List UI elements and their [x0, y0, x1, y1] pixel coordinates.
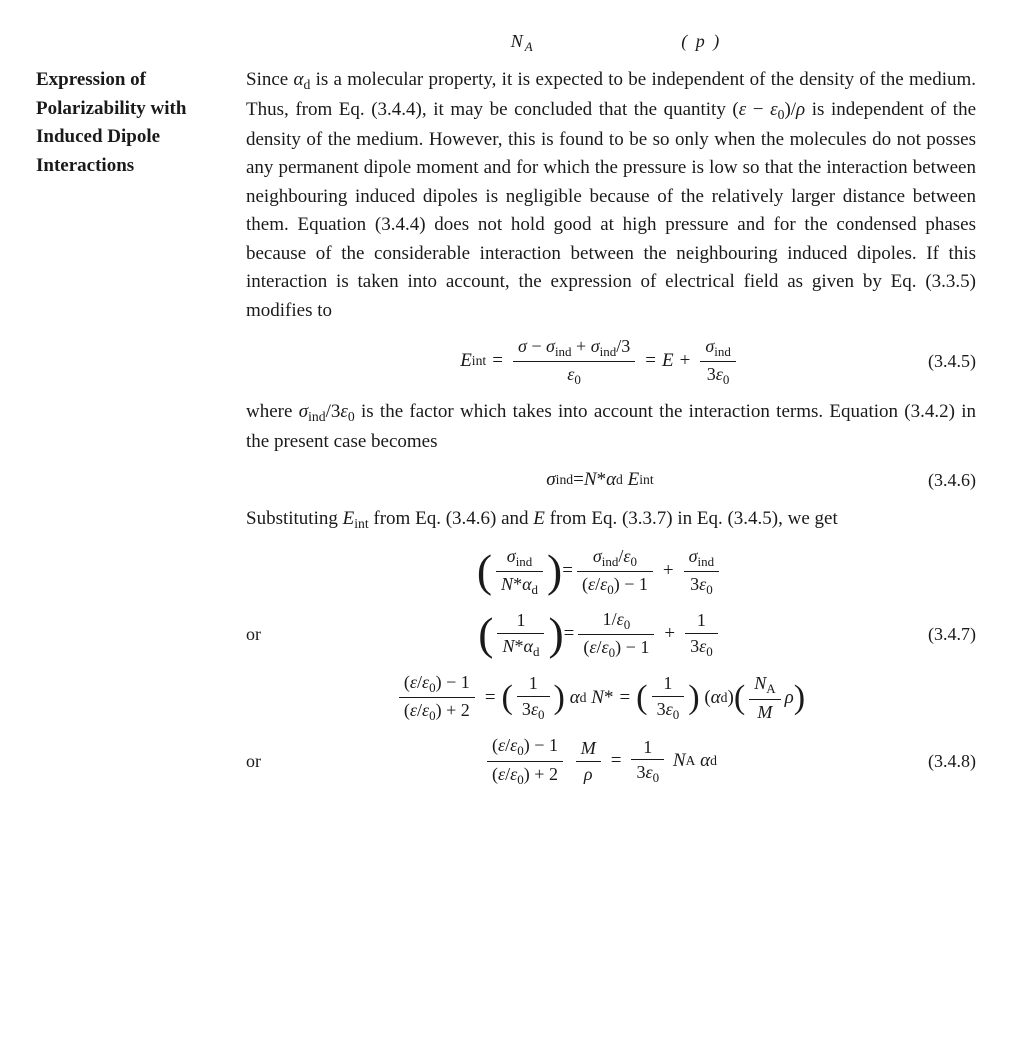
eq348-rhs1: 1 3ε0 — [631, 736, 664, 787]
deriv3-f1: 1 3ε0 — [517, 672, 550, 723]
eq346-d: d — [616, 470, 623, 491]
equation-3-4-8: or (ε/ε0) − 1 (ε/ε0) + 2 M ρ = 1 3ε0 NA … — [246, 734, 976, 787]
p1-rho: ρ — [796, 99, 805, 120]
eq347-body: ( 1 N*αd ) = 1/ε0 (ε/ε0) − 1 + 1 3ε0 — [294, 608, 906, 661]
paragraph-1: Since αd is a molecular property, it is … — [246, 66, 976, 325]
eq348-eq: = — [611, 747, 622, 776]
eq347-lhs: 1 N*αd — [497, 609, 544, 660]
frag-na: N — [511, 31, 525, 51]
p3-c: from Eq. (3.3.7) in Eq. (3.4.5), we get — [545, 508, 838, 529]
p1-eps2: ε — [770, 99, 778, 120]
eq347-number: (3.4.7) — [906, 621, 976, 648]
eq346-number: (3.4.6) — [906, 467, 976, 494]
p1-d: is independent of the density of the med… — [246, 99, 976, 321]
p2-sigma: σ — [299, 401, 308, 422]
eq347-plus: + — [664, 620, 675, 649]
content-row: Expression of Polarizability with Induce… — [36, 66, 976, 797]
eq346-eq: = — [573, 466, 584, 495]
deriv3-body: (ε/ε0) − 1 (ε/ε0) + 2 = ( 1 3ε0 ) αd N* … — [294, 671, 906, 724]
eq345-number: (3.4.5) — [906, 348, 976, 375]
eq346-alpha: α — [606, 466, 616, 495]
equation-3-4-6: σind = N*αd Eint (3.4.6) — [246, 466, 976, 495]
p1-minus: − — [746, 99, 770, 120]
eq348-number: (3.4.8) — [906, 748, 976, 775]
p2-c: is the factor which takes into account t… — [246, 401, 976, 452]
p2-a: where — [246, 401, 299, 422]
equation-deriv-3: (ε/ε0) − 1 (ε/ε0) + 2 = ( 1 3ε0 ) αd N* … — [246, 671, 976, 724]
page-top-fragment: NA ( p ) — [256, 28, 976, 56]
eq346-ind: ind — [556, 470, 573, 491]
p1-a: Since — [246, 69, 294, 90]
main-column: Since αd is a molecular property, it is … — [246, 66, 976, 797]
eq345-frac2: σind 3ε0 — [700, 335, 736, 388]
p2-ind: ind — [308, 409, 325, 424]
deriv3-eq1: = — [485, 684, 496, 713]
deriv1-rhs1: σind/ε0 (ε/ε0) − 1 — [577, 545, 653, 598]
deriv1-rhs2: σind 3ε0 — [684, 545, 720, 598]
eq346-E: E — [628, 466, 640, 495]
p3-int: int — [354, 516, 368, 531]
deriv3-f3: NA M — [749, 672, 780, 723]
or-label-2: or — [246, 748, 294, 775]
eq346-int: int — [639, 470, 653, 491]
eq345-E2: E — [662, 347, 674, 376]
eq347-rhs1: 1/ε0 (ε/ε0) − 1 — [578, 608, 654, 661]
eq346-sigma: σ — [546, 466, 555, 495]
equation-deriv-1: ( σind N*αd ) = σind/ε0 (ε/ε0) − 1 + σin… — [246, 545, 976, 598]
eq345-body: Eint = σ − σind + σind/3 ε0 = E + σind 3… — [294, 335, 906, 388]
paragraph-3: Substituting Eint from Eq. (3.4.6) and E… — [246, 505, 976, 535]
deriv1-eq: = — [562, 557, 573, 586]
p3-b: from Eq. (3.4.6) and — [369, 508, 534, 529]
equation-3-4-7: or ( 1 N*αd ) = 1/ε0 (ε/ε0) − 1 + 1 3ε0 — [246, 608, 976, 661]
eq345-E: E — [460, 347, 472, 376]
eq345-plus: + — [680, 347, 691, 376]
eq348-body: (ε/ε0) − 1 (ε/ε0) + 2 M ρ = 1 3ε0 NA αd — [294, 734, 906, 787]
p2-eps: ε — [340, 401, 348, 422]
eq347-eq: = — [564, 620, 575, 649]
eq347-rhs2: 1 3ε0 — [685, 609, 718, 660]
eq346-body: σind = N*αd Eint — [294, 466, 906, 495]
eq345-eq1: = — [492, 347, 503, 376]
p1-c: )/ — [784, 99, 796, 120]
p3-a: Substituting — [246, 508, 343, 529]
p2-zero: 0 — [348, 409, 355, 424]
p2-b: /3 — [326, 401, 341, 422]
eq346-star: * — [597, 466, 607, 495]
eq346-N: N — [584, 466, 597, 495]
deriv3-f2: 1 3ε0 — [652, 672, 685, 723]
deriv1-lhs: σind N*αd — [496, 545, 543, 598]
paragraph-2: where σind/3ε0 is the factor which takes… — [246, 398, 976, 456]
frag-na-sub: A — [525, 39, 535, 54]
or-label-1: or — [246, 621, 294, 648]
frag-p: ( p ) — [681, 31, 721, 51]
eq345-frac1: σ − σind + σind/3 ε0 — [513, 335, 635, 388]
deriv1-body: ( σind N*αd ) = σind/ε0 (ε/ε0) − 1 + σin… — [294, 545, 906, 598]
deriv3-eq2: = — [619, 684, 630, 713]
eq348-lhs2: M ρ — [576, 737, 601, 785]
side-heading: Expression of Polarizability with Induce… — [36, 66, 246, 180]
eq345-eq2: = — [645, 347, 656, 376]
deriv1-plus: + — [663, 557, 674, 586]
eq345-int: int — [472, 351, 486, 372]
p3-E: E — [343, 508, 355, 529]
equation-3-4-5: Eint = σ − σind + σind/3 ε0 = E + σind 3… — [246, 335, 976, 388]
p1-alpha: α — [294, 69, 304, 90]
deriv3-lhs: (ε/ε0) − 1 (ε/ε0) + 2 — [399, 671, 475, 724]
p3-E2: E — [533, 508, 545, 529]
eq348-lhs1: (ε/ε0) − 1 (ε/ε0) + 2 — [487, 734, 563, 787]
